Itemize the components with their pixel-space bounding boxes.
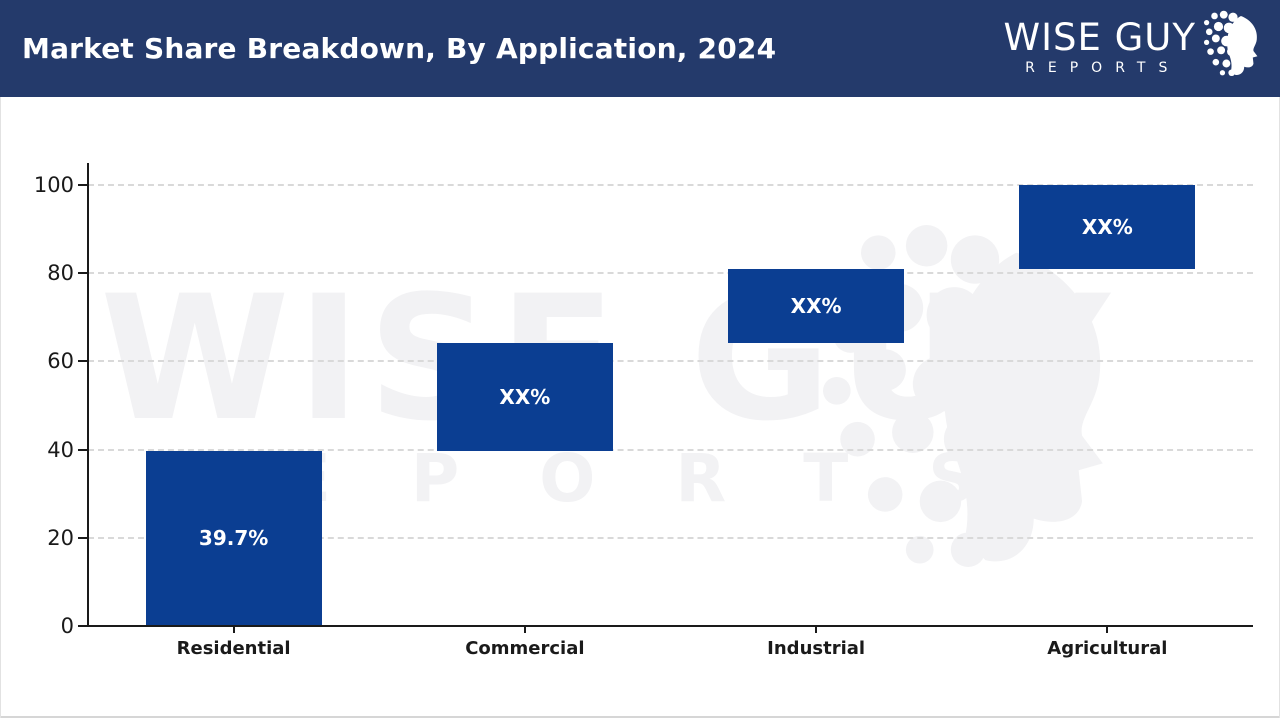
y-tick-label-0: 0: [60, 614, 74, 638]
y-tick-0: [78, 625, 87, 627]
x-axis-line: [87, 625, 1253, 627]
y-tick-label-60: 60: [47, 349, 74, 374]
y-tick-60: [78, 360, 87, 363]
bottom-border-line: [0, 716, 1280, 718]
y-axis-spine: [87, 163, 89, 627]
bar-agricultural: XX%: [1019, 185, 1196, 269]
wiseguy-head-icon: [1203, 10, 1258, 77]
x-axis-label-residential: Residential: [176, 638, 291, 659]
left-border-line: [0, 97, 1, 718]
x-axis-label-agricultural: Agricultural: [1047, 638, 1168, 659]
x-tick-industrial: [815, 627, 818, 633]
gridline-100: [88, 184, 1253, 186]
page-title: Market Share Breakdown, By Application, …: [22, 32, 777, 65]
bar-value-label-industrial: XX%: [790, 293, 842, 318]
bar-value-label-residential: 39.7%: [198, 526, 269, 551]
y-tick-80: [78, 272, 87, 275]
wiseguy-logo-line2: REPORTS: [1025, 60, 1181, 77]
bar-residential: 39.7%: [145, 450, 322, 626]
x-tick-residential: [232, 627, 235, 633]
x-axis-label-industrial: Industrial: [767, 638, 866, 659]
gridline-20: [88, 536, 1253, 539]
bar-value-label-commercial: XX%: [499, 384, 551, 409]
header-band: Market Share Breakdown, By Application, …: [0, 0, 1280, 97]
x-axis-label-commercial: Commercial: [465, 638, 585, 659]
x-tick-agricultural: [1106, 627, 1109, 633]
bar-commercial: XX%: [436, 342, 613, 451]
y-tick-label-100: 100: [33, 173, 74, 197]
y-tick-100: [78, 184, 87, 186]
bar-value-label-agricultural: XX%: [1081, 214, 1133, 239]
wiseguy-logo-line1: WISE GUY: [1003, 15, 1196, 59]
gridline-60: [88, 360, 1253, 363]
wiseguy-logo-text: WISE GUY REPORTS: [1003, 15, 1196, 77]
x-tick-commercial: [523, 627, 526, 633]
y-tick-label-40: 40: [47, 437, 74, 462]
y-tick-label-80: 80: [47, 261, 74, 286]
wiseguy-logo: WISE GUY REPORTS: [1004, 6, 1266, 88]
gridline-40: [88, 448, 1253, 451]
gridline-80: [88, 272, 1253, 275]
y-tick-20: [78, 536, 87, 539]
y-tick-40: [78, 448, 87, 451]
bar-industrial: XX%: [728, 268, 905, 343]
y-tick-label-20: 20: [47, 525, 74, 550]
